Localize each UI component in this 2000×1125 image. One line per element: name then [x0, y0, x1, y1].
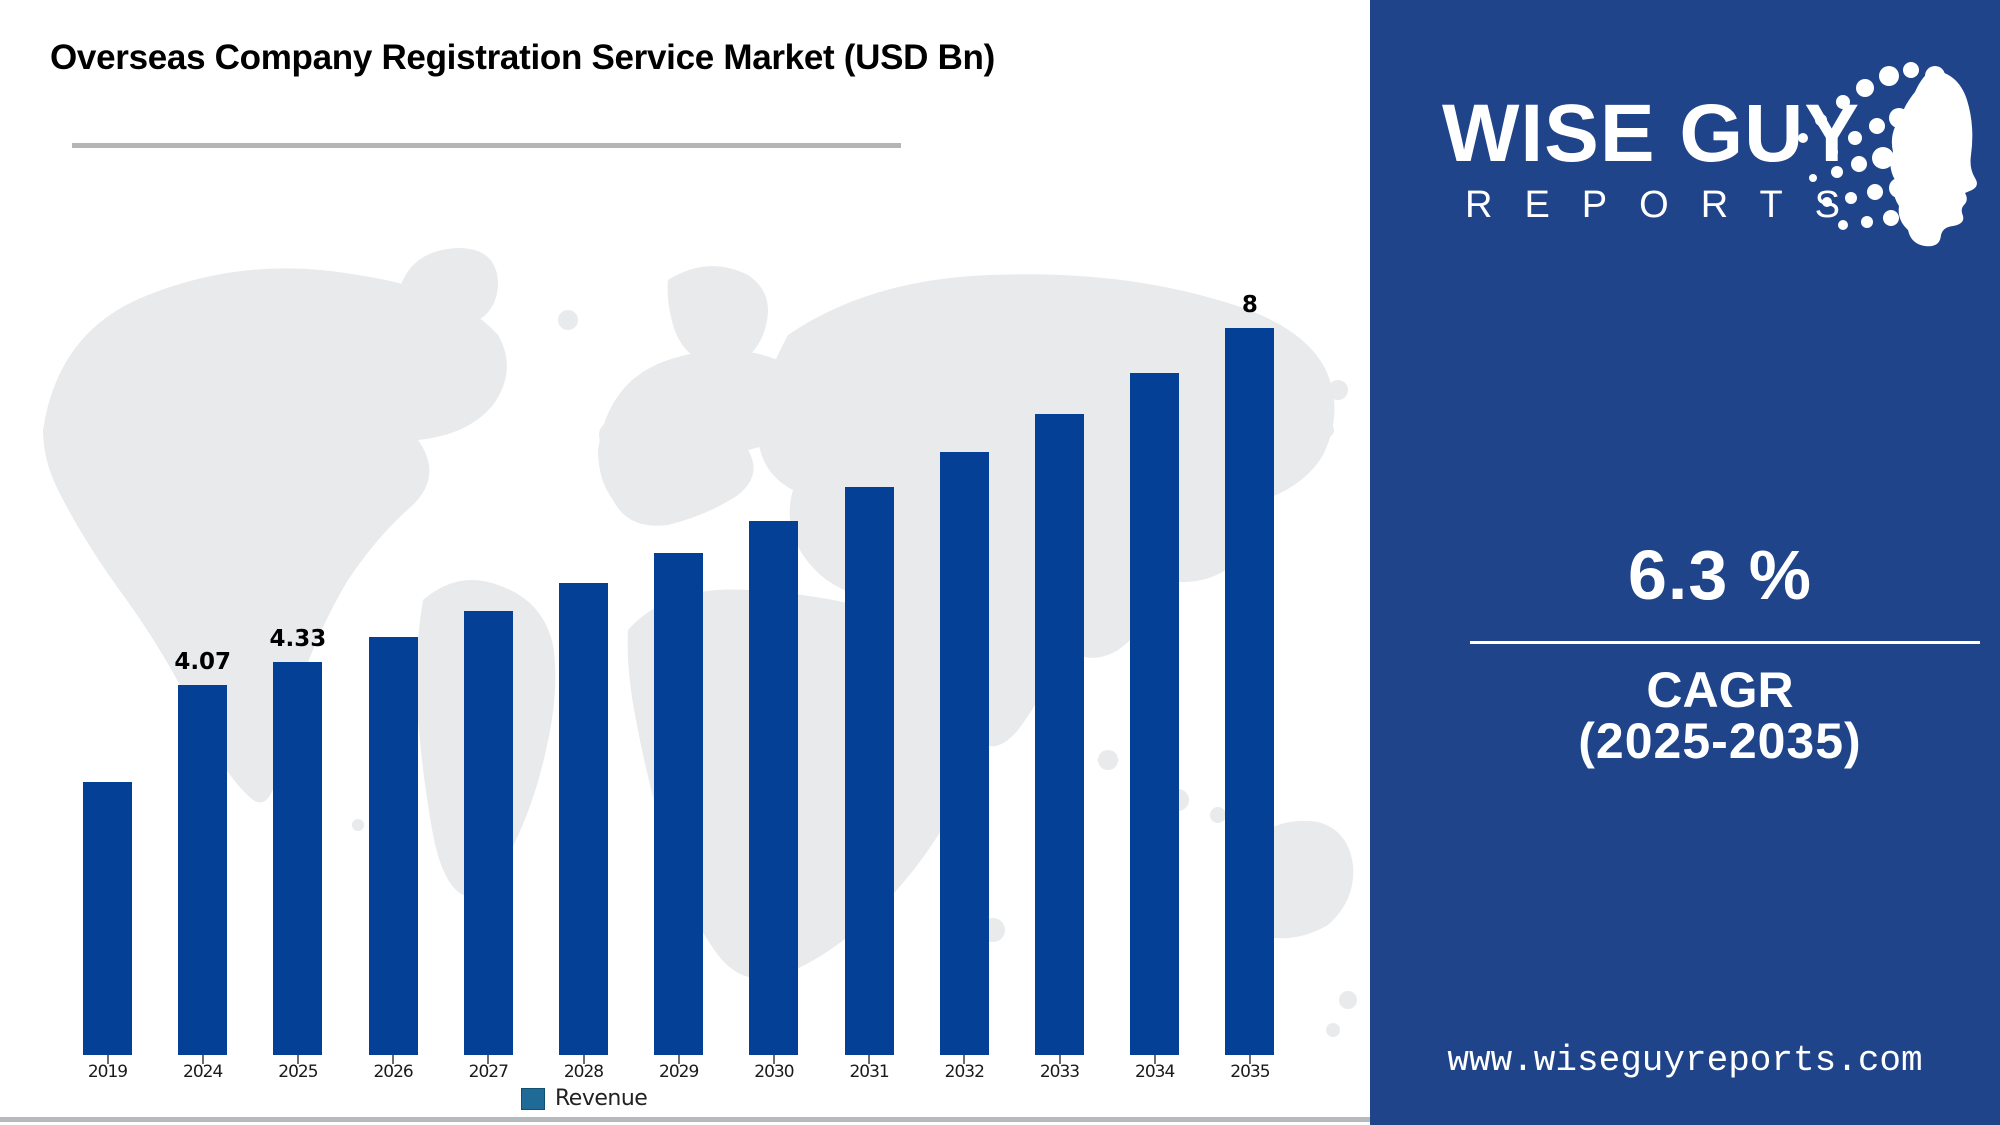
bar-2026	[368, 637, 418, 1055]
bar-2030	[749, 521, 799, 1055]
bar-2024	[178, 685, 228, 1055]
x-axis-tick	[201, 1055, 204, 1064]
bar-value-label: 8	[1241, 292, 1258, 318]
x-axis-tick	[963, 1055, 966, 1064]
bar-value-label: 4.33	[269, 626, 327, 652]
bar-2035	[1225, 328, 1275, 1055]
x-tick-label: 2027	[468, 1062, 509, 1082]
x-tick-label: 2024	[183, 1062, 223, 1082]
x-axis-tick	[106, 1055, 109, 1064]
x-tick-label: 2031	[849, 1062, 889, 1082]
x-tick-label: 2034	[1135, 1062, 1175, 1082]
x-tick-label: 2025	[278, 1062, 318, 1082]
x-tick-label: 2035	[1230, 1062, 1270, 1082]
legend-label: Revenue	[555, 1086, 648, 1111]
bar-2019	[83, 782, 132, 1055]
legend-color-swatch	[521, 1087, 545, 1110]
x-tick-label: 2029	[659, 1062, 699, 1082]
logo-text-wise-guy: WISE GUY	[1442, 88, 1861, 179]
x-tick-label: 2019	[87, 1062, 128, 1082]
bar-2031	[844, 487, 894, 1055]
x-tick-label: 2033	[1039, 1062, 1080, 1082]
x-tick-label: 2030	[754, 1062, 794, 1082]
bar-2027	[463, 611, 513, 1055]
x-axis-tick	[487, 1055, 490, 1064]
x-axis-tick	[868, 1055, 871, 1064]
cagr-value: 6.3 %	[1628, 536, 1812, 614]
logo-head-icon	[1798, 62, 1977, 247]
title-underline	[72, 143, 901, 148]
revenue-bar-chart: Overseas Company Registration Service Ma…	[0, 38, 1372, 1122]
page-title: Overseas Company Registration Service Ma…	[50, 38, 995, 77]
x-axis-tick	[296, 1055, 299, 1064]
chart-bottom-divider	[0, 1117, 1372, 1122]
bar-2034	[1130, 373, 1180, 1055]
bar-2028	[559, 583, 608, 1055]
brand-sidebar: WISE GUY REPORTS 6.3 % CAGR (2025-2035) …	[1370, 0, 2000, 1125]
bar-2032	[939, 452, 989, 1055]
cagr-divider	[1470, 641, 1980, 644]
x-axis-tick	[1248, 1055, 1251, 1064]
x-axis-tick	[392, 1055, 395, 1064]
logo-text-reports: REPORTS	[1465, 184, 1873, 226]
x-axis-tick	[677, 1055, 680, 1064]
bar-2025	[273, 662, 323, 1055]
x-tick-label: 2026	[373, 1062, 413, 1082]
bar-value-label: 4.07	[174, 649, 232, 675]
x-tick-label: 2032	[944, 1062, 985, 1082]
x-axis-tick	[1153, 1055, 1156, 1064]
x-tick-label: 2028	[563, 1062, 604, 1082]
bar-2033	[1035, 414, 1084, 1055]
bar-2029	[654, 553, 704, 1055]
x-axis-tick	[1058, 1055, 1061, 1064]
x-axis-tick	[582, 1055, 585, 1064]
website-url: www.wiseguyreports.com	[1447, 1040, 1923, 1081]
cagr-label: CAGR	[1646, 662, 1794, 718]
cagr-period: (2025-2035)	[1578, 713, 1862, 769]
chart-legend: Revenue	[521, 1086, 648, 1111]
x-axis-tick	[772, 1055, 775, 1064]
bars-layer: 2019 2024 4.07 2025 4.33 2026 2027 2028 2029 2030…	[83, 292, 1275, 1082]
